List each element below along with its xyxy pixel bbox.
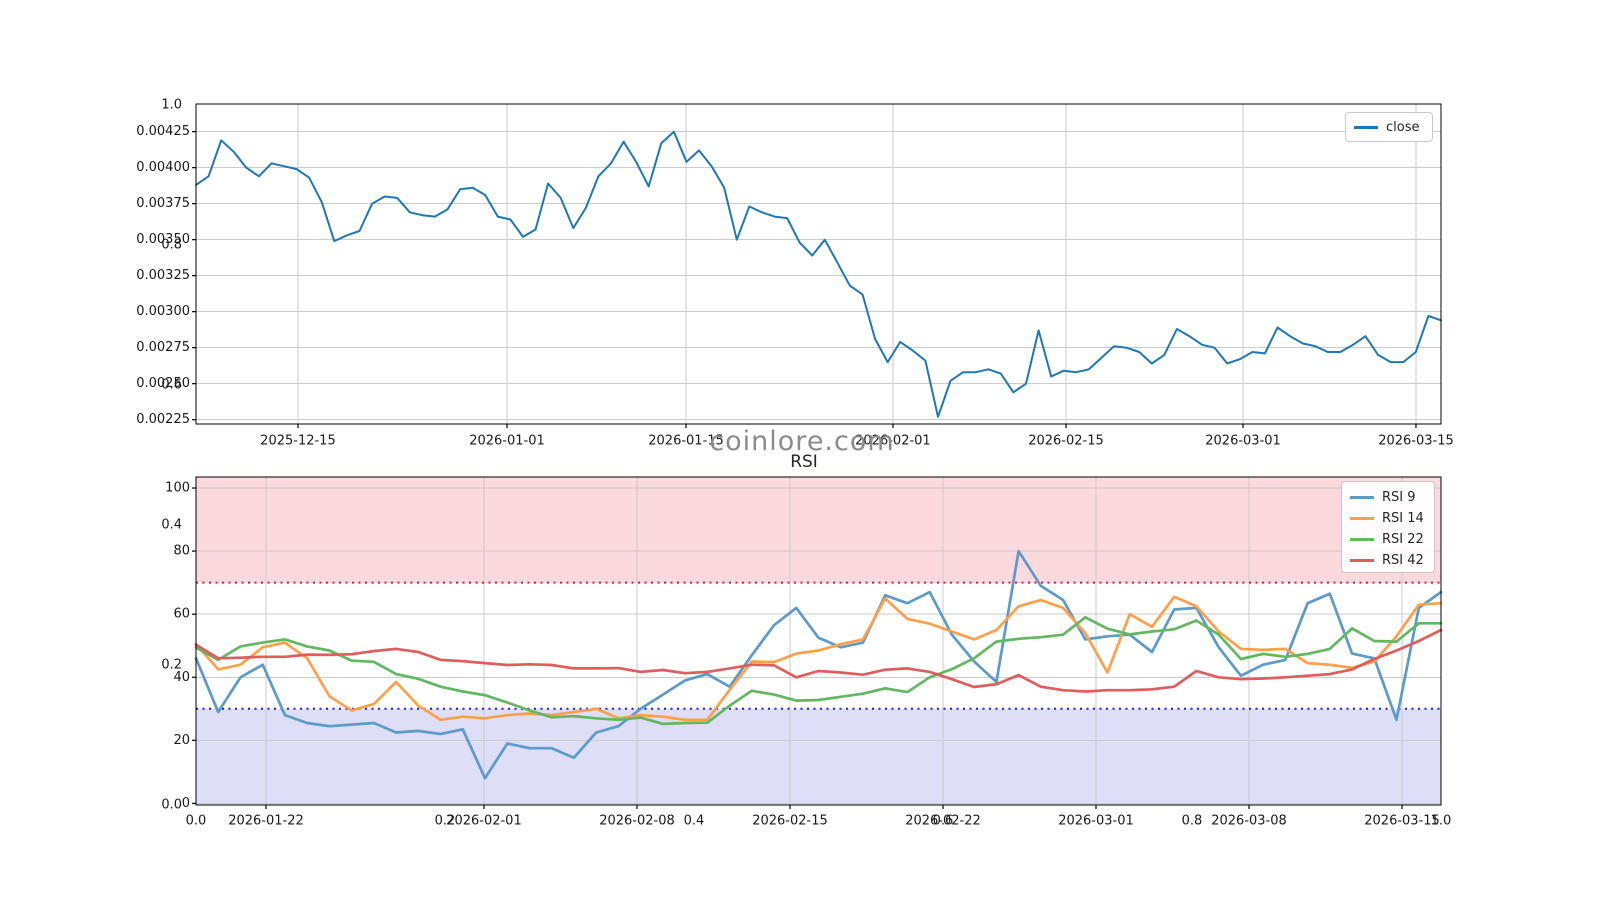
close-swatch <box>1354 125 1378 129</box>
y-tick-label: 0.00250 <box>136 376 190 391</box>
close-legend-label: close <box>1386 119 1420 135</box>
x-tick-label: 2026-01-15 <box>648 434 724 449</box>
x-tick-label: 2026-01-22 <box>228 814 304 829</box>
legend-item-rsi9: RSI 9 <box>1350 487 1426 508</box>
rsi-legend: RSI 9 RSI 14 RSI 22 RSI 42 <box>1341 481 1435 573</box>
y-tick-label: 0.00300 <box>136 304 190 319</box>
rsi42-swatch <box>1350 559 1374 562</box>
x-tick-label: 2026-01-01 <box>469 434 545 449</box>
y-tick-label: 0.00425 <box>136 124 190 139</box>
x-tick-label: 2026-03-01 <box>1205 434 1281 449</box>
rsi9-swatch <box>1350 496 1374 499</box>
y-tick-label: 40 <box>173 670 190 685</box>
series-line-rsi-22 <box>194 615 1443 726</box>
y-tick-label: 20 <box>173 733 190 748</box>
x-tick-label: 2025-12-15 <box>260 434 336 449</box>
hidden-axis-x-label: 0.0 <box>186 814 207 829</box>
rsi22-legend-label: RSI 22 <box>1382 532 1424 547</box>
rsi9-legend-label: RSI 9 <box>1382 490 1416 505</box>
rsi14-legend-label: RSI 14 <box>1382 511 1424 526</box>
legend-item-rsi14: RSI 14 <box>1350 508 1426 529</box>
hidden-axis-x-label: 0.4 <box>684 814 705 829</box>
y-tick-label: 60 <box>173 607 190 622</box>
series-line-close <box>195 130 1442 418</box>
hidden-axis-x-label: 0.6 <box>933 814 954 829</box>
hidden-axis-y-label: 0.0 <box>161 798 182 813</box>
y-tick-label: 0 <box>182 796 190 811</box>
x-tick-label: 2026-03-15 <box>1378 434 1454 449</box>
watermark: coinlore.com <box>709 426 895 457</box>
overbought-zone-band <box>196 477 1441 583</box>
y-tick-label: 0.00225 <box>136 412 190 427</box>
y-tick-label: 0.00350 <box>136 232 190 247</box>
legend-item-rsi42: RSI 42 <box>1350 550 1426 571</box>
rsi42-legend-label: RSI 42 <box>1382 553 1424 568</box>
hidden-axis-x-label: 0.8 <box>1182 814 1203 829</box>
hidden-axis-x-label: 0.2 <box>435 814 456 829</box>
hidden-axis-y-label: 0.4 <box>161 518 182 533</box>
axes-spines <box>195 103 1442 425</box>
hidden-axis-y-label: 0.8 <box>161 238 182 253</box>
x-tick-label: 2026-02-22 <box>905 814 981 829</box>
x-tick-label: 2026-02-01 <box>446 814 522 829</box>
y-tick-label: 100 <box>165 481 190 496</box>
hidden-axis-y-label: 0.6 <box>161 378 182 393</box>
y-tick-label: 0.00400 <box>136 160 190 175</box>
y-tick-label: 0.00375 <box>136 196 190 211</box>
x-tick-label: 2026-02-08 <box>599 814 675 829</box>
rsi14-swatch <box>1350 517 1374 520</box>
x-tick-label: 2026-03-08 <box>1211 814 1287 829</box>
y-tick-label: 0.00275 <box>136 340 190 355</box>
oversold-zone-band <box>196 708 1441 805</box>
hidden-axis-y-label: 0.2 <box>161 658 182 673</box>
x-tick-label: 2026-03-01 <box>1058 814 1134 829</box>
axes-spines <box>195 476 1442 806</box>
legend-item-close: close <box>1354 118 1424 136</box>
x-tick-label: 2026-02-15 <box>1028 434 1104 449</box>
series-line-rsi-14 <box>194 595 1443 722</box>
hidden-axis-x-label: 1.0 <box>1431 814 1452 829</box>
price-legend: close <box>1345 112 1433 142</box>
y-tick-label: 80 <box>173 544 190 559</box>
rsi-subplot-title: RSI <box>790 452 818 472</box>
x-tick-label: 2026-02-01 <box>855 434 931 449</box>
x-tick-label: 2026-02-15 <box>752 814 828 829</box>
series-line-rsi-9 <box>194 549 1443 780</box>
rsi22-swatch <box>1350 538 1374 541</box>
x-tick-label: 2026-03-15 <box>1364 814 1440 829</box>
legend-item-rsi22: RSI 22 <box>1350 529 1426 550</box>
y-tick-label: 0.00325 <box>136 268 190 283</box>
series-line-rsi-42 <box>194 628 1443 693</box>
hidden-axis-y-label: 1.0 <box>161 98 182 113</box>
